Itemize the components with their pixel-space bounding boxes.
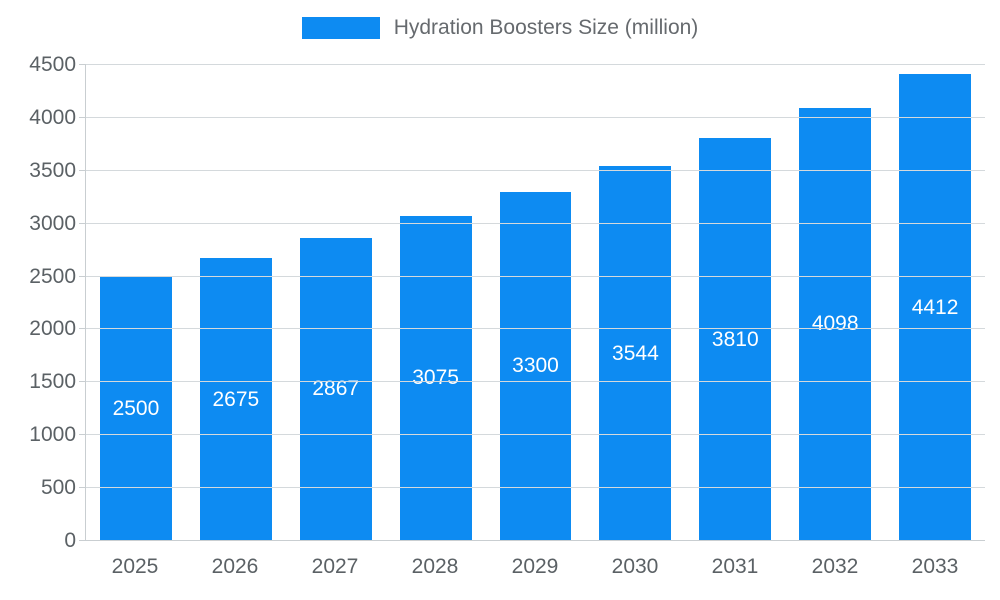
y-tick-mark: [79, 275, 86, 277]
x-tick-label: 2026: [211, 555, 259, 578]
y-tick-label: 500: [40, 476, 76, 500]
y-tick-mark: [79, 116, 86, 118]
gridline: [86, 116, 985, 118]
bar-value-label: 2675: [212, 387, 260, 411]
bar-slot: 2675: [186, 65, 286, 541]
y-tick-label: 1500: [29, 370, 76, 394]
bar-slot: 3544: [585, 65, 685, 541]
x-tick-label: 2033: [911, 555, 959, 578]
x-tick-label: 2025: [111, 555, 159, 578]
x-tick-label: 2032: [811, 555, 859, 578]
bar-value-label: 3075: [412, 366, 459, 390]
gridline: [86, 64, 985, 65]
x-slot: 2026: [185, 555, 285, 579]
y-tick-label: 4000: [29, 105, 76, 129]
bar-slot: 3075: [386, 65, 486, 541]
y-tick-mark: [79, 540, 86, 541]
bar[interactable]: 3300: [499, 191, 572, 541]
x-slot: 2031: [685, 555, 785, 579]
gridline: [86, 169, 985, 171]
y-tick-label: 0: [64, 529, 76, 552]
x-slot: 2027: [285, 555, 385, 579]
x-tick-label: 2028: [411, 555, 459, 578]
y-tick-label: 3000: [29, 211, 76, 235]
x-slot: 2032: [785, 555, 885, 579]
y-tick-mark: [79, 64, 86, 65]
bar-slot: 4098: [785, 65, 885, 541]
gridline: [86, 222, 985, 224]
chart-legend: Hydration Boosters Size (million): [0, 16, 1000, 40]
gridline: [86, 328, 985, 330]
bar-value-label: 4098: [811, 312, 859, 336]
y-axis-labels: 0 500 1000 1500 2000 2500 3000 3500 4000 4500: [0, 53, 76, 552]
x-slot: 2033: [885, 555, 985, 579]
y-tick-label: 2000: [29, 317, 76, 341]
y-tick-mark: [79, 222, 86, 224]
bar[interactable]: 2867: [299, 237, 372, 541]
x-axis-labels: 2025 2026 2027 2028 2029 2030 2031 2032 2033: [85, 555, 985, 579]
bars-row: 2500 2675 2867 3075 3300 3544 3810 4098 4412: [86, 65, 985, 541]
gridline: [86, 487, 985, 489]
bar-value-label: 2867: [312, 377, 360, 401]
y-tick-label: 2500: [29, 264, 76, 288]
bar[interactable]: 3544: [599, 166, 672, 541]
y-tick-label: 4500: [29, 53, 76, 76]
y-tick-label: 3500: [29, 158, 76, 182]
bar-value-label: 4412: [911, 295, 959, 319]
gridline: [86, 434, 985, 436]
y-tick-mark: [79, 381, 86, 383]
x-tick-label: 2031: [711, 555, 759, 578]
bar[interactable]: 4098: [799, 107, 872, 541]
bar-slot: 2500: [86, 65, 186, 541]
bar[interactable]: 4412: [899, 74, 972, 541]
bar-slot: 4412: [885, 65, 985, 541]
bar[interactable]: 2500: [99, 276, 172, 541]
x-tick-label: 2027: [311, 555, 359, 578]
x-slot: 2028: [385, 555, 485, 579]
bar-slot: 3810: [685, 65, 785, 541]
plot-area: 2500 2675 2867 3075 3300 3544 3810 4098 4412: [79, 64, 985, 541]
x-tick-label: 2029: [511, 555, 559, 578]
y-tick-mark: [79, 434, 86, 436]
bar[interactable]: 3075: [399, 215, 472, 541]
gridline: [86, 381, 985, 383]
bar-slot: 2867: [286, 65, 386, 541]
gridline: [86, 275, 985, 277]
y-tick-mark: [79, 487, 86, 489]
bar-slot: 3300: [486, 65, 586, 541]
y-tick-mark: [79, 169, 86, 171]
x-slot: 2029: [485, 555, 585, 579]
bar-value-label: 3544: [612, 341, 659, 365]
legend-swatch: [301, 17, 380, 39]
bar[interactable]: 2675: [199, 258, 272, 541]
x-tick-label: 2030: [611, 555, 659, 578]
x-slot: 2030: [585, 555, 685, 579]
legend-label: Hydration Boosters Size (million): [393, 16, 699, 39]
y-tick-mark: [79, 328, 86, 330]
gridline: [86, 540, 985, 541]
bar-value-label: 3300: [512, 354, 559, 378]
bar-value-label: 3810: [711, 327, 759, 351]
x-slot: 2025: [85, 555, 185, 579]
y-tick-label: 1000: [29, 423, 76, 447]
bar-value-label: 2500: [112, 396, 160, 420]
bar[interactable]: 3810: [699, 138, 772, 541]
